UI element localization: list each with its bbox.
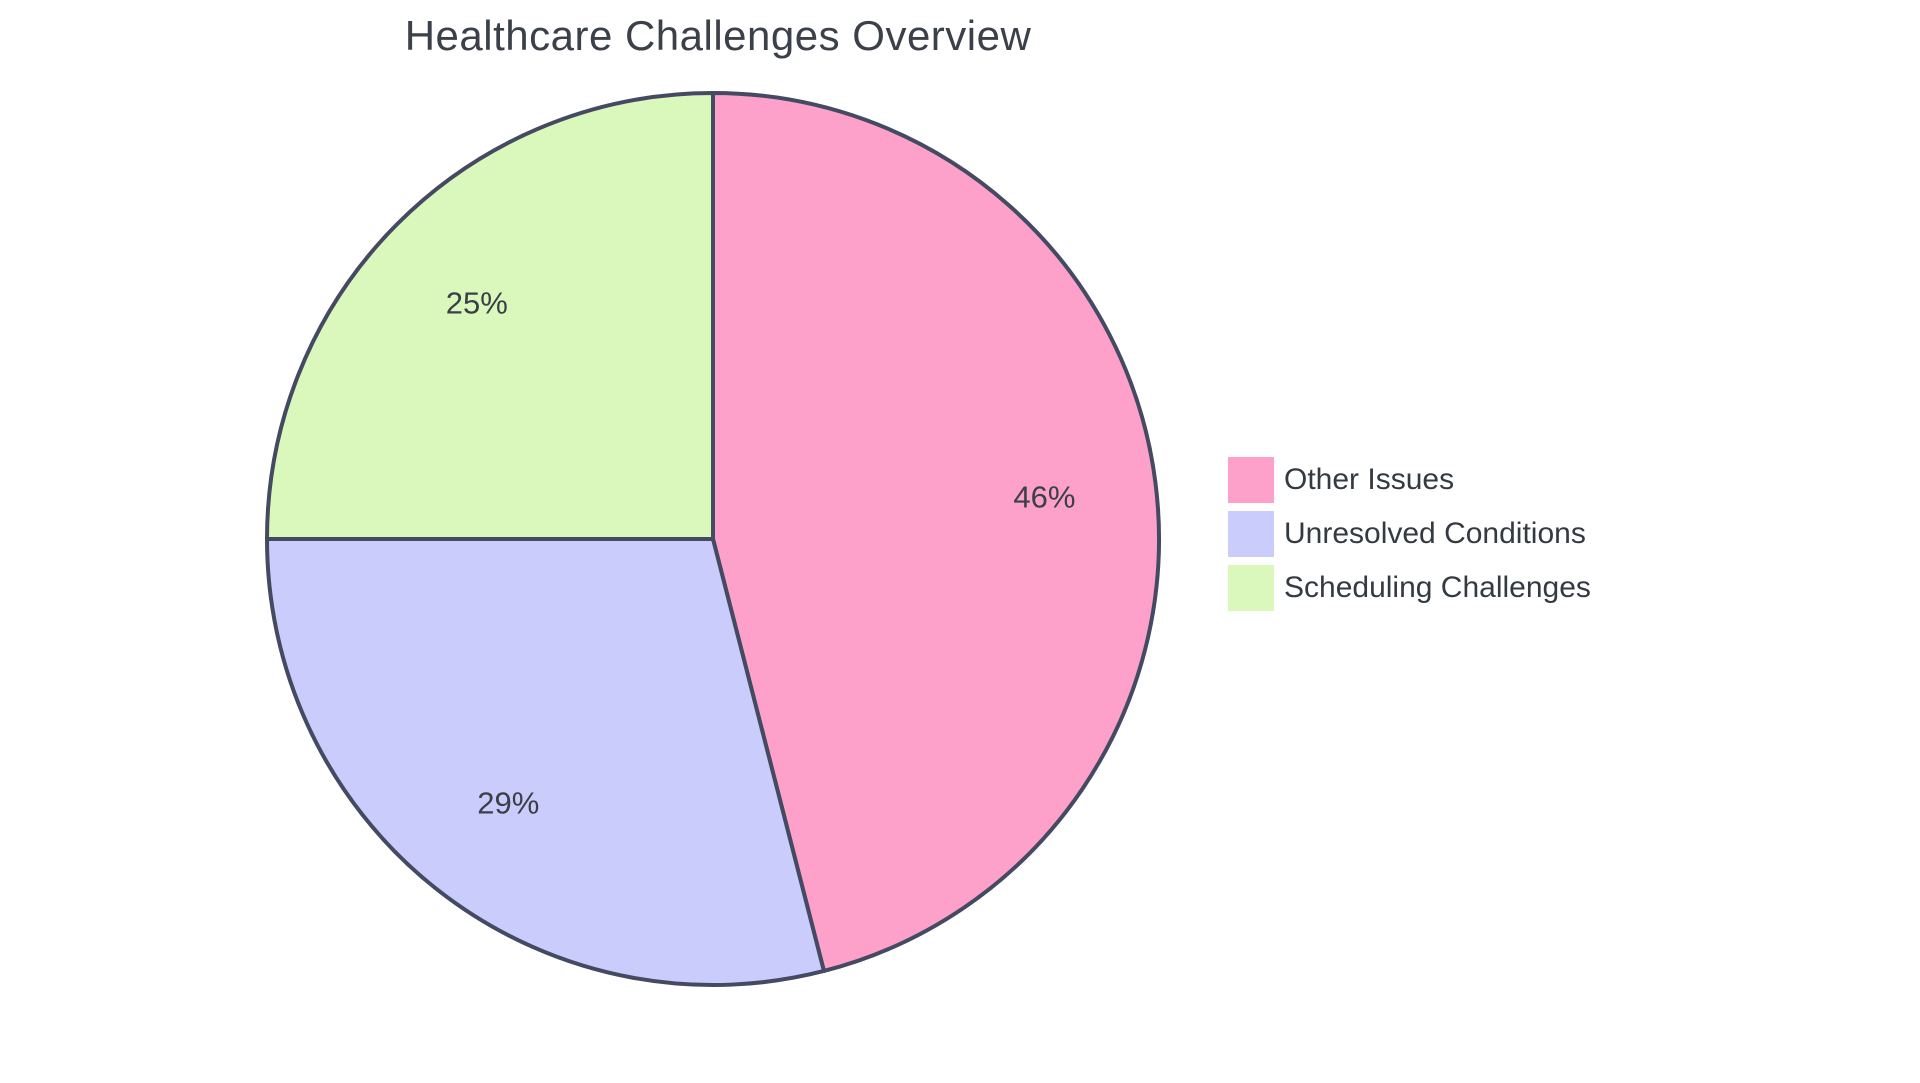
legend-item: Other Issues <box>1228 457 1591 503</box>
slice-percent-label: 25% <box>446 285 508 320</box>
legend-swatch <box>1228 457 1274 503</box>
legend-item-label: Other Issues <box>1284 463 1455 496</box>
slice-percent-label: 46% <box>1013 480 1075 515</box>
legend: Other Issues Unresolved Conditions Sched… <box>1228 457 1591 611</box>
pie-slice-1 <box>265 537 826 987</box>
legend-item: Scheduling Challenges <box>1228 565 1591 611</box>
pie-slice-0 <box>711 91 1161 973</box>
slice-percent-label: 29% <box>477 785 539 820</box>
legend-swatch <box>1228 565 1274 611</box>
legend-item: Unresolved Conditions <box>1228 511 1591 557</box>
chart-title: Healthcare Challenges Overview <box>404 12 1032 59</box>
pie-chart: 46% 29% 25% <box>265 91 1161 987</box>
legend-item-label: Unresolved Conditions <box>1284 517 1586 550</box>
legend-item-label: Scheduling Challenges <box>1284 571 1591 604</box>
pie-slice-2 <box>265 91 715 541</box>
legend-swatch <box>1228 511 1274 557</box>
